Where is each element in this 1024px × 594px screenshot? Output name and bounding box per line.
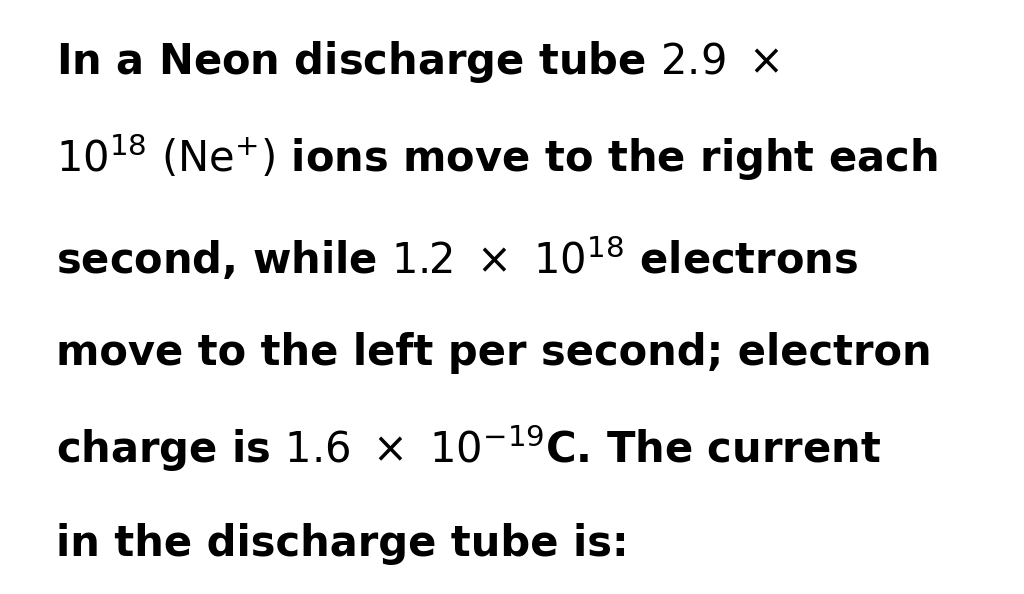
Text: second, while $1.2\ \times\ 10^{18}$ electrons: second, while $1.2\ \times\ 10^{18}$ ele… [56,234,859,283]
Text: In a Neon discharge tube $2.9\ \times$: In a Neon discharge tube $2.9\ \times$ [56,39,779,86]
Text: move to the left per second; electron: move to the left per second; electron [56,333,932,374]
Text: charge is $1.6\ \times\ 10^{-19}$C. The current: charge is $1.6\ \times\ 10^{-19}$C. The … [56,423,882,474]
Text: $10^{18}\ (\mathrm{Ne^{+}})$ ions move to the right each: $10^{18}\ (\mathrm{Ne^{+}})$ ions move t… [56,132,938,183]
Text: in the discharge tube is:: in the discharge tube is: [56,523,629,564]
